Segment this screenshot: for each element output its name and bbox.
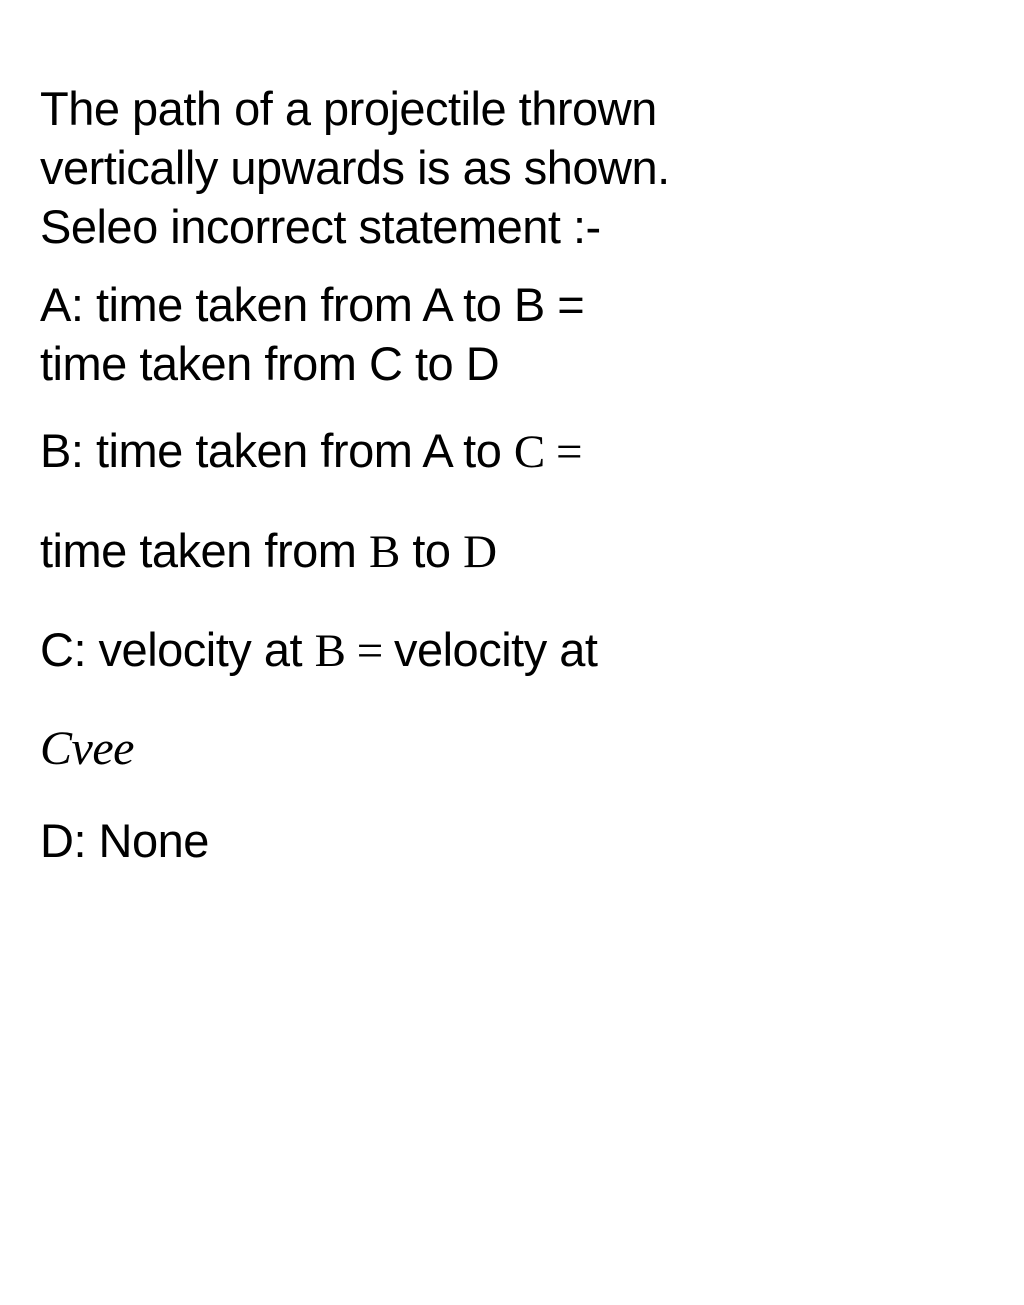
option-b-c-letter: C: [514, 426, 545, 478]
option-a-line2: time taken from C to D: [40, 337, 499, 390]
question-line-3: Seleo incorrect statement :-: [40, 200, 601, 253]
option-b-prefix: B:: [40, 424, 83, 477]
option-b-d-letter: D: [463, 526, 496, 578]
option-b-b-letter: B: [369, 526, 400, 578]
question-text: The path of a projectile thrown vertical…: [40, 80, 984, 256]
option-b-continue: time taken from B to D: [40, 522, 984, 582]
question-line-1: The path of a projectile thrown: [40, 82, 657, 135]
question-line-2: vertically upwards is as shown.: [40, 141, 670, 194]
option-b-equals: =: [545, 426, 582, 478]
option-c-equals: =: [345, 625, 394, 677]
option-c-b-letter: B: [315, 625, 346, 677]
option-d-rest: None: [86, 814, 209, 867]
option-b-line1: time taken from A to: [83, 424, 513, 477]
option-c: C: velocity at B = velocity at: [40, 621, 984, 681]
option-a-prefix: A:: [40, 278, 83, 331]
option-d: D: None: [40, 812, 984, 871]
option-a-line1: time taken from A to B =: [83, 278, 584, 331]
option-a: A: time taken from A to B = time taken f…: [40, 276, 984, 394]
option-c-rest-post: velocity at: [394, 623, 597, 676]
option-b-continue-mid: to: [400, 524, 463, 577]
option-b-continue-pre: time taken from: [40, 524, 369, 577]
option-c-prefix: C:: [40, 623, 86, 676]
option-d-prefix: D:: [40, 814, 86, 867]
cvee-text: Cvee: [40, 721, 984, 776]
option-c-rest-pre: velocity at: [86, 623, 315, 676]
cvee-content: Cvee: [40, 722, 134, 775]
option-b: B: time taken from A to C =: [40, 422, 984, 482]
